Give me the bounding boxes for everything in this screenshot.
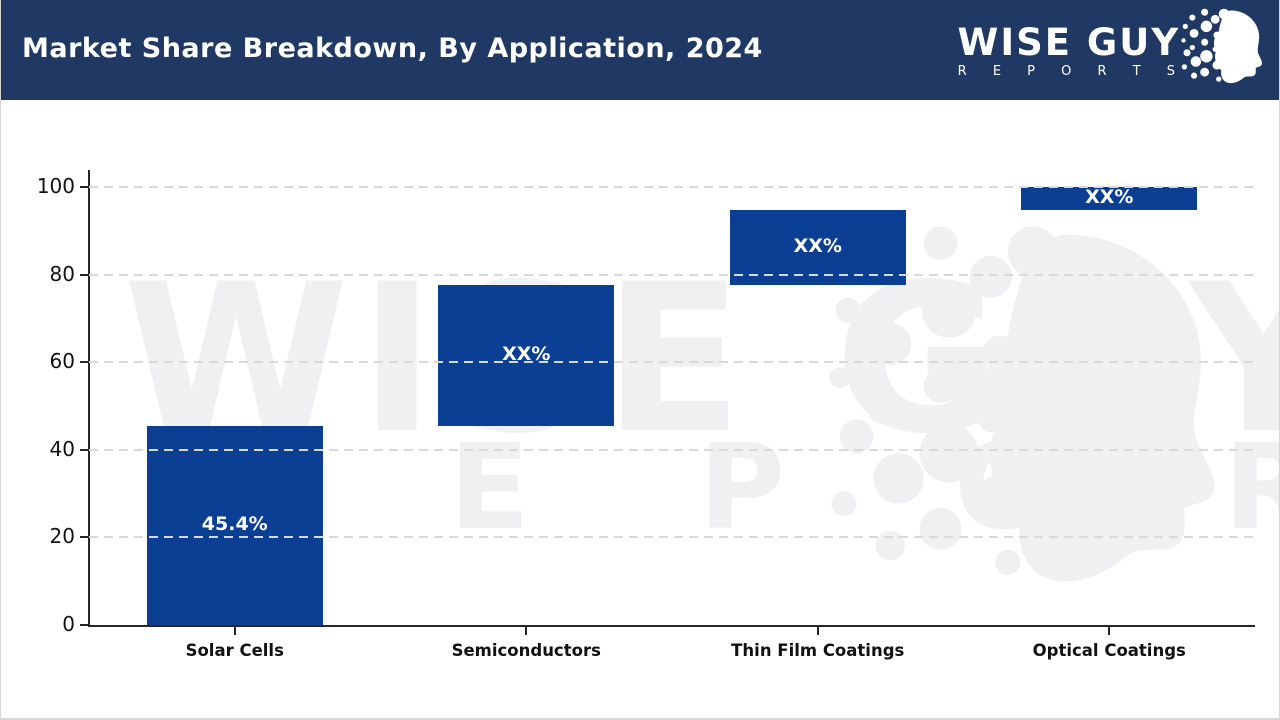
x-tick-mark — [816, 627, 819, 635]
x-tick-label: Optical Coatings — [1032, 641, 1186, 660]
page-title: Market Share Breakdown, By Application, … — [22, 33, 763, 64]
bar — [1021, 187, 1198, 211]
brand-logo-text: WISE GUY R E P O R T S — [952, 24, 1186, 79]
y-axis-spine — [88, 170, 90, 627]
y-tick-mark — [80, 186, 88, 188]
x-tick-label: Solar Cells — [185, 641, 284, 660]
gridline — [89, 448, 1255, 451]
gridline — [89, 186, 1255, 188]
y-tick-label: 80 — [49, 261, 75, 286]
y-tick-mark — [80, 361, 88, 364]
bar-value-label: XX% — [793, 234, 842, 257]
bar — [438, 285, 615, 427]
y-tick-mark — [80, 273, 88, 276]
gridline — [89, 273, 1255, 276]
gridline — [89, 536, 1255, 539]
x-tick-mark — [1108, 627, 1111, 635]
y-tick-mark — [80, 624, 88, 626]
y-tick-label: 60 — [49, 349, 75, 374]
y-tick-label: 0 — [62, 612, 75, 636]
brand-name: WISE GUY — [957, 20, 1181, 64]
y-tick-label: 20 — [49, 524, 75, 549]
bar — [146, 426, 323, 625]
x-axis-spine — [88, 625, 1255, 627]
head-profile-icon — [1181, 8, 1263, 84]
bar-value-label: 45.4% — [201, 512, 268, 535]
brand-subname: R E P O R T S — [957, 63, 1186, 79]
y-tick-mark — [80, 536, 88, 539]
bar-value-label: XX% — [502, 342, 551, 365]
x-tick-label: Thin Film Coatings — [731, 641, 905, 660]
waterfall-chart: 0 20 40 60 80 100 45.4% Solar Cells XX% Semicondu… — [1, 100, 1279, 718]
brand-logo: WISE GUY R E P O R T S — [952, 7, 1268, 95]
y-tick-label: 100 — [36, 174, 75, 198]
y-tick-mark — [80, 448, 88, 451]
gridline — [89, 361, 1255, 364]
watermark-head-profile-icon — [829, 226, 1215, 582]
header: Market Share Breakdown, By Application, … — [1, 0, 1279, 100]
bar — [729, 210, 906, 286]
x-tick-mark — [233, 627, 236, 635]
bar-value-label: XX% — [1085, 185, 1134, 208]
y-tick-label: 40 — [49, 436, 75, 461]
x-tick-label: Semiconductors — [451, 641, 601, 660]
x-tick-mark — [525, 627, 528, 635]
